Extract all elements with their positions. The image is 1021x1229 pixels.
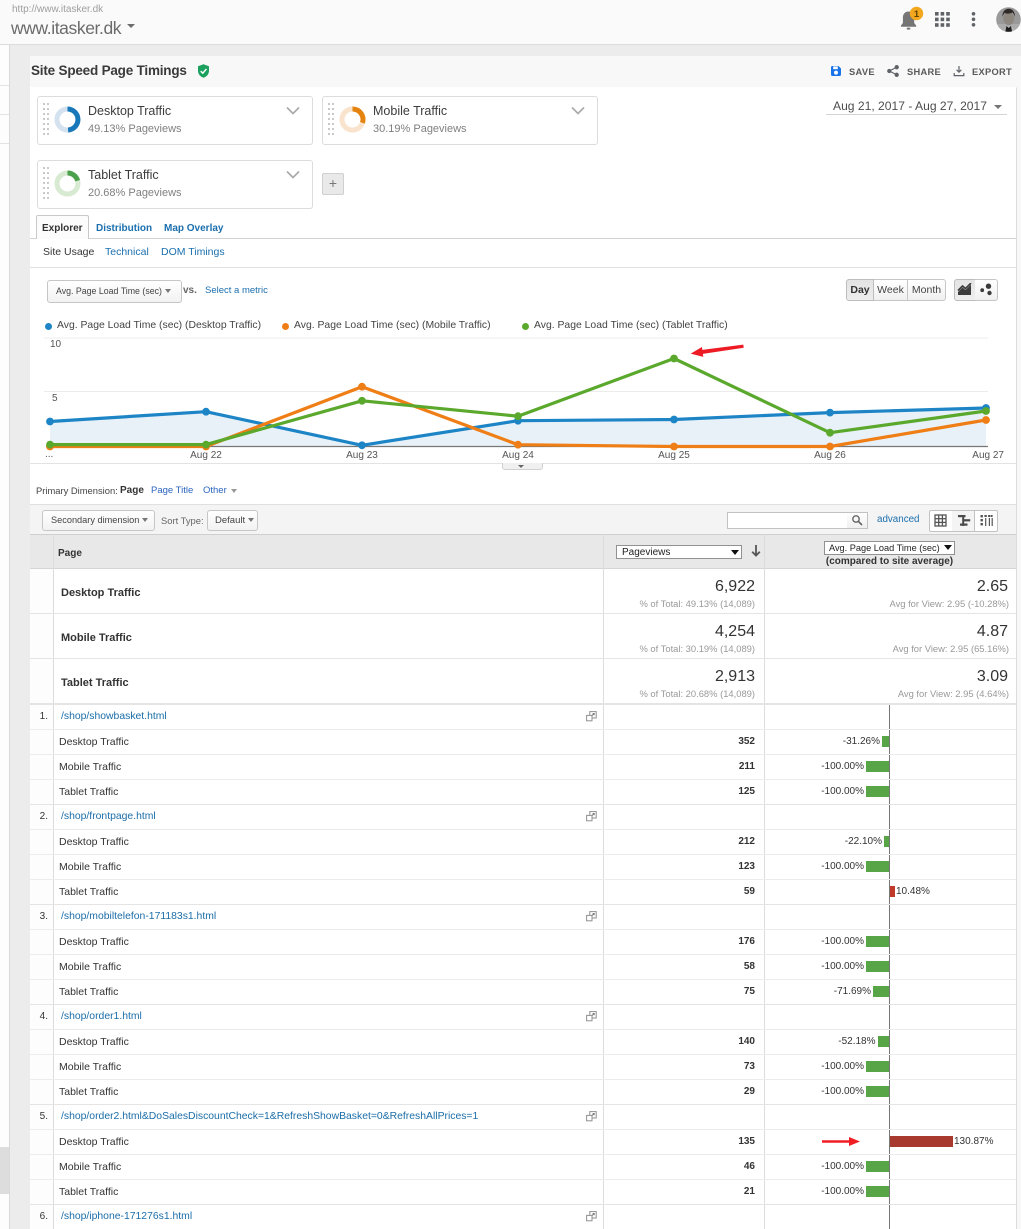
svg-text:Aug 23: Aug 23 bbox=[346, 450, 378, 461]
svg-text:10: 10 bbox=[50, 339, 62, 350]
svg-text:...: ... bbox=[45, 449, 53, 460]
svg-text:Aug 27: Aug 27 bbox=[972, 450, 1004, 461]
svg-text:1: 1 bbox=[914, 9, 920, 20]
svg-text:5: 5 bbox=[52, 393, 58, 404]
svg-text:Aug 22: Aug 22 bbox=[190, 450, 222, 461]
svg-text:Aug 25: Aug 25 bbox=[658, 450, 690, 461]
svg-text:Aug 26: Aug 26 bbox=[814, 450, 846, 461]
svg-text:Aug 24: Aug 24 bbox=[502, 450, 534, 461]
